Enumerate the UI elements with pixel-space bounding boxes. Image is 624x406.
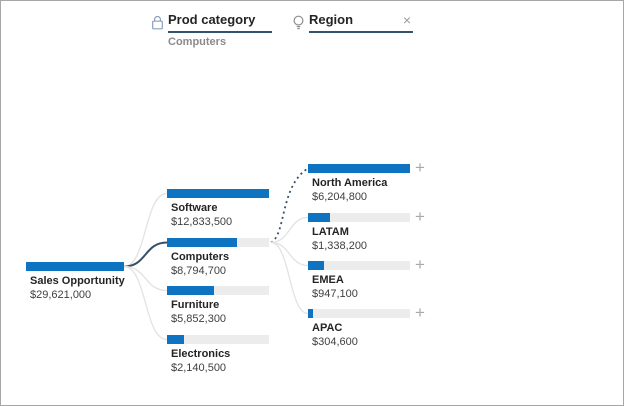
connector-root-software	[123, 192, 168, 268]
node-bar-fill	[26, 262, 124, 271]
connector-computers-emea	[270, 241, 309, 267]
level-field-prod-category[interactable]: Prod category Computers	[151, 12, 272, 48]
field-underline-wrap: Region ×	[309, 12, 413, 33]
field-label: Region	[309, 12, 354, 27]
field-underline-wrap: Prod category	[168, 12, 272, 33]
level-field-region[interactable]: Region ×	[292, 12, 413, 36]
tree-node-emea[interactable]: + EMEA $947,100	[308, 256, 425, 301]
node-bar	[308, 261, 410, 270]
connector-computers-north-america	[270, 168, 308, 244]
node-bar-fill	[308, 309, 313, 318]
tree-node-electronics[interactable]: Electronics $2,140,500	[167, 335, 269, 375]
selected-node-subtitle: Computers	[168, 36, 227, 48]
node-value: $2,140,500	[171, 362, 227, 374]
node-value: $8,794,700	[171, 265, 227, 277]
node-bar-fill	[167, 189, 269, 198]
node-label: EMEA	[312, 274, 344, 286]
expand-node-button[interactable]: +	[415, 303, 425, 322]
tree-node-computers[interactable]: Computers $8,794,700	[167, 238, 269, 278]
node-bar	[167, 286, 269, 295]
node-bar-fill	[308, 164, 410, 173]
tree-node-furniture[interactable]: Furniture $5,852,300	[167, 286, 269, 326]
node-value: $5,852,300	[171, 313, 227, 325]
node-label: Software	[171, 202, 218, 214]
node-value: $304,600	[312, 336, 358, 348]
lock-icon	[151, 15, 164, 36]
tree-node-root[interactable]: Sales Opportunity $29,621,000	[26, 262, 125, 302]
node-bar-fill	[167, 238, 237, 247]
node-label: Electronics	[171, 348, 231, 360]
lightbulb-icon	[292, 15, 305, 36]
node-bar	[167, 335, 269, 344]
node-value: $29,621,000	[30, 289, 92, 301]
node-bar	[167, 238, 269, 247]
node-value: $6,204,800	[312, 191, 368, 203]
connector-computers-apac	[270, 241, 309, 315]
node-bar-fill	[308, 261, 324, 270]
node-label: Sales Opportunity	[30, 275, 125, 287]
tree-node-apac[interactable]: + APAC $304,600	[308, 304, 425, 349]
tree-node-latam[interactable]: + LATAM $1,338,200	[308, 208, 425, 253]
expand-node-button[interactable]: +	[415, 158, 425, 177]
tree-node-software[interactable]: Software $12,833,500	[167, 189, 269, 229]
expand-node-button[interactable]: +	[415, 207, 425, 226]
node-label: LATAM	[312, 226, 349, 238]
node-bar	[308, 213, 410, 222]
node-bar	[308, 164, 410, 173]
tree-node-north-america[interactable]: + North America $6,204,800	[308, 159, 425, 204]
node-value: $947,100	[312, 288, 358, 300]
node-value: $1,338,200	[312, 240, 368, 252]
expand-node-button[interactable]: +	[415, 255, 425, 274]
remove-level-icon[interactable]: ×	[402, 11, 411, 28]
node-value: $12,833,500	[171, 216, 233, 228]
node-label: North America	[312, 177, 388, 189]
field-label: Prod category	[168, 12, 256, 27]
node-bar	[308, 309, 410, 318]
connector-root-furniture	[123, 265, 168, 292]
node-bar-fill	[167, 335, 184, 344]
connector-computers-latam	[270, 216, 309, 244]
node-bar	[167, 189, 269, 198]
node-bar-fill	[308, 213, 330, 222]
node-bar	[26, 262, 124, 271]
node-label: APAC	[312, 322, 343, 334]
connector-root-electronics	[123, 265, 168, 341]
node-bar-fill	[167, 286, 214, 295]
connector-root-computers	[123, 241, 168, 268]
node-label: Furniture	[171, 299, 220, 311]
node-label: Computers	[171, 251, 230, 263]
